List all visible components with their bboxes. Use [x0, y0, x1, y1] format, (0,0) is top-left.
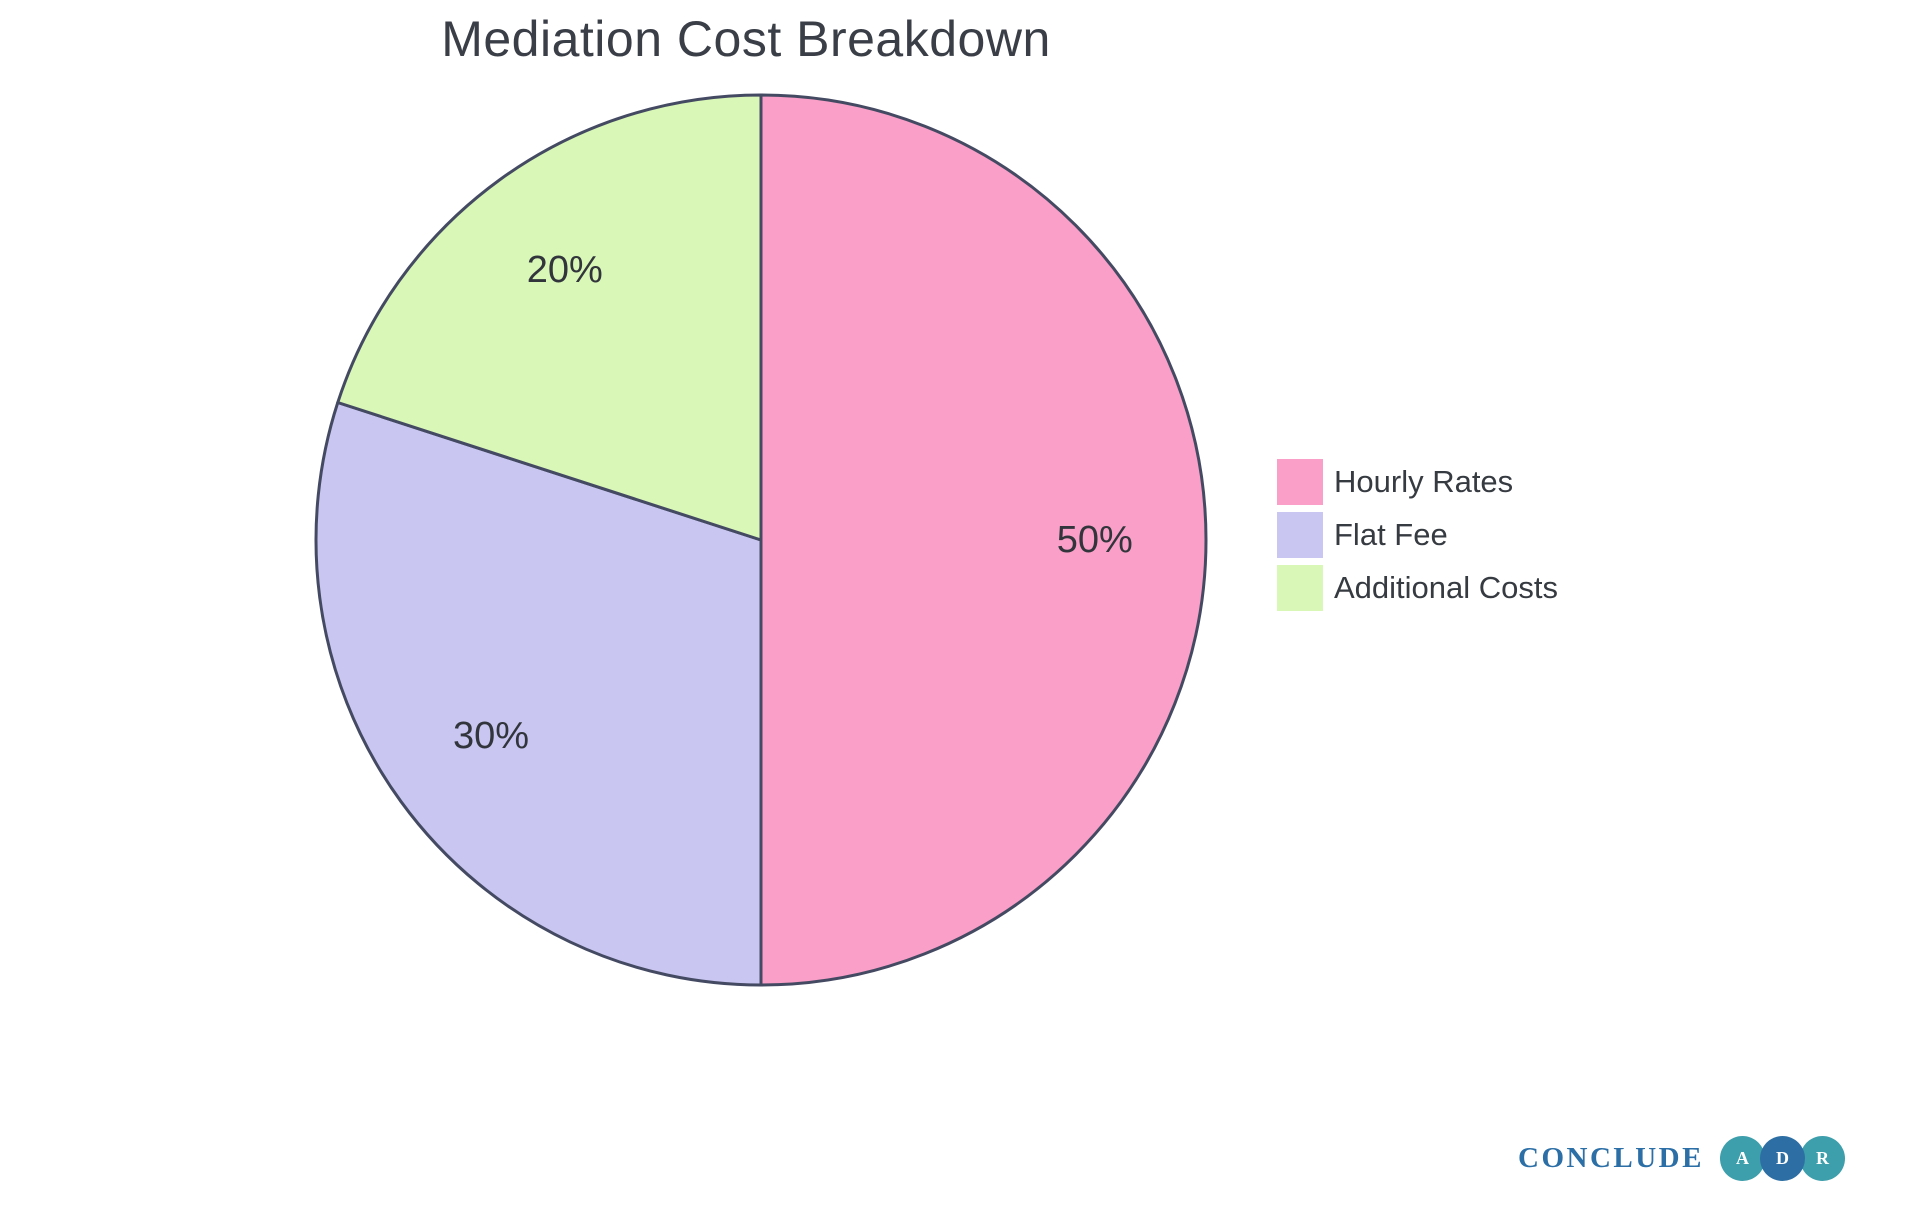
- brand-badge-r: R: [1799, 1136, 1845, 1181]
- pie-slice-hourly-rates: [759, 93, 1208, 987]
- legend-label-additional-costs: Additional Costs: [1334, 570, 1559, 605]
- legend-item-hourly-rates: Hourly Rates: [1277, 459, 1558, 505]
- legend: Hourly Rates Flat Fee Additional Costs: [1277, 459, 1558, 618]
- brand-badge-d: D: [1759, 1136, 1805, 1181]
- legend-label-flat-fee: Flat Fee: [1334, 517, 1448, 552]
- brand-badge-a: A: [1719, 1136, 1765, 1181]
- slice-percent-label-flat-fee: 30%: [453, 715, 529, 757]
- legend-label-hourly-rates: Hourly Rates: [1334, 464, 1514, 499]
- chart-title: Mediation Cost Breakdown: [441, 11, 1051, 67]
- pie-slice-flat-fee: [314, 400, 763, 987]
- pie-slice-additional-costs: [336, 93, 763, 542]
- legend-swatch-additional-costs: [1277, 565, 1323, 611]
- slice-percent-label-hourly-rates: 50%: [1057, 519, 1133, 561]
- slice-percent-label-additional-costs: 20%: [527, 249, 603, 291]
- brand-logo: CONCLUDE A D R: [1518, 1136, 1845, 1181]
- legend-swatch-flat-fee: [1277, 512, 1323, 558]
- legend-item-flat-fee: Flat Fee: [1277, 512, 1558, 558]
- brand-wordmark: CONCLUDE: [1518, 1142, 1704, 1174]
- legend-swatch-hourly-rates: [1277, 459, 1323, 505]
- legend-item-additional-costs: Additional Costs: [1277, 565, 1558, 611]
